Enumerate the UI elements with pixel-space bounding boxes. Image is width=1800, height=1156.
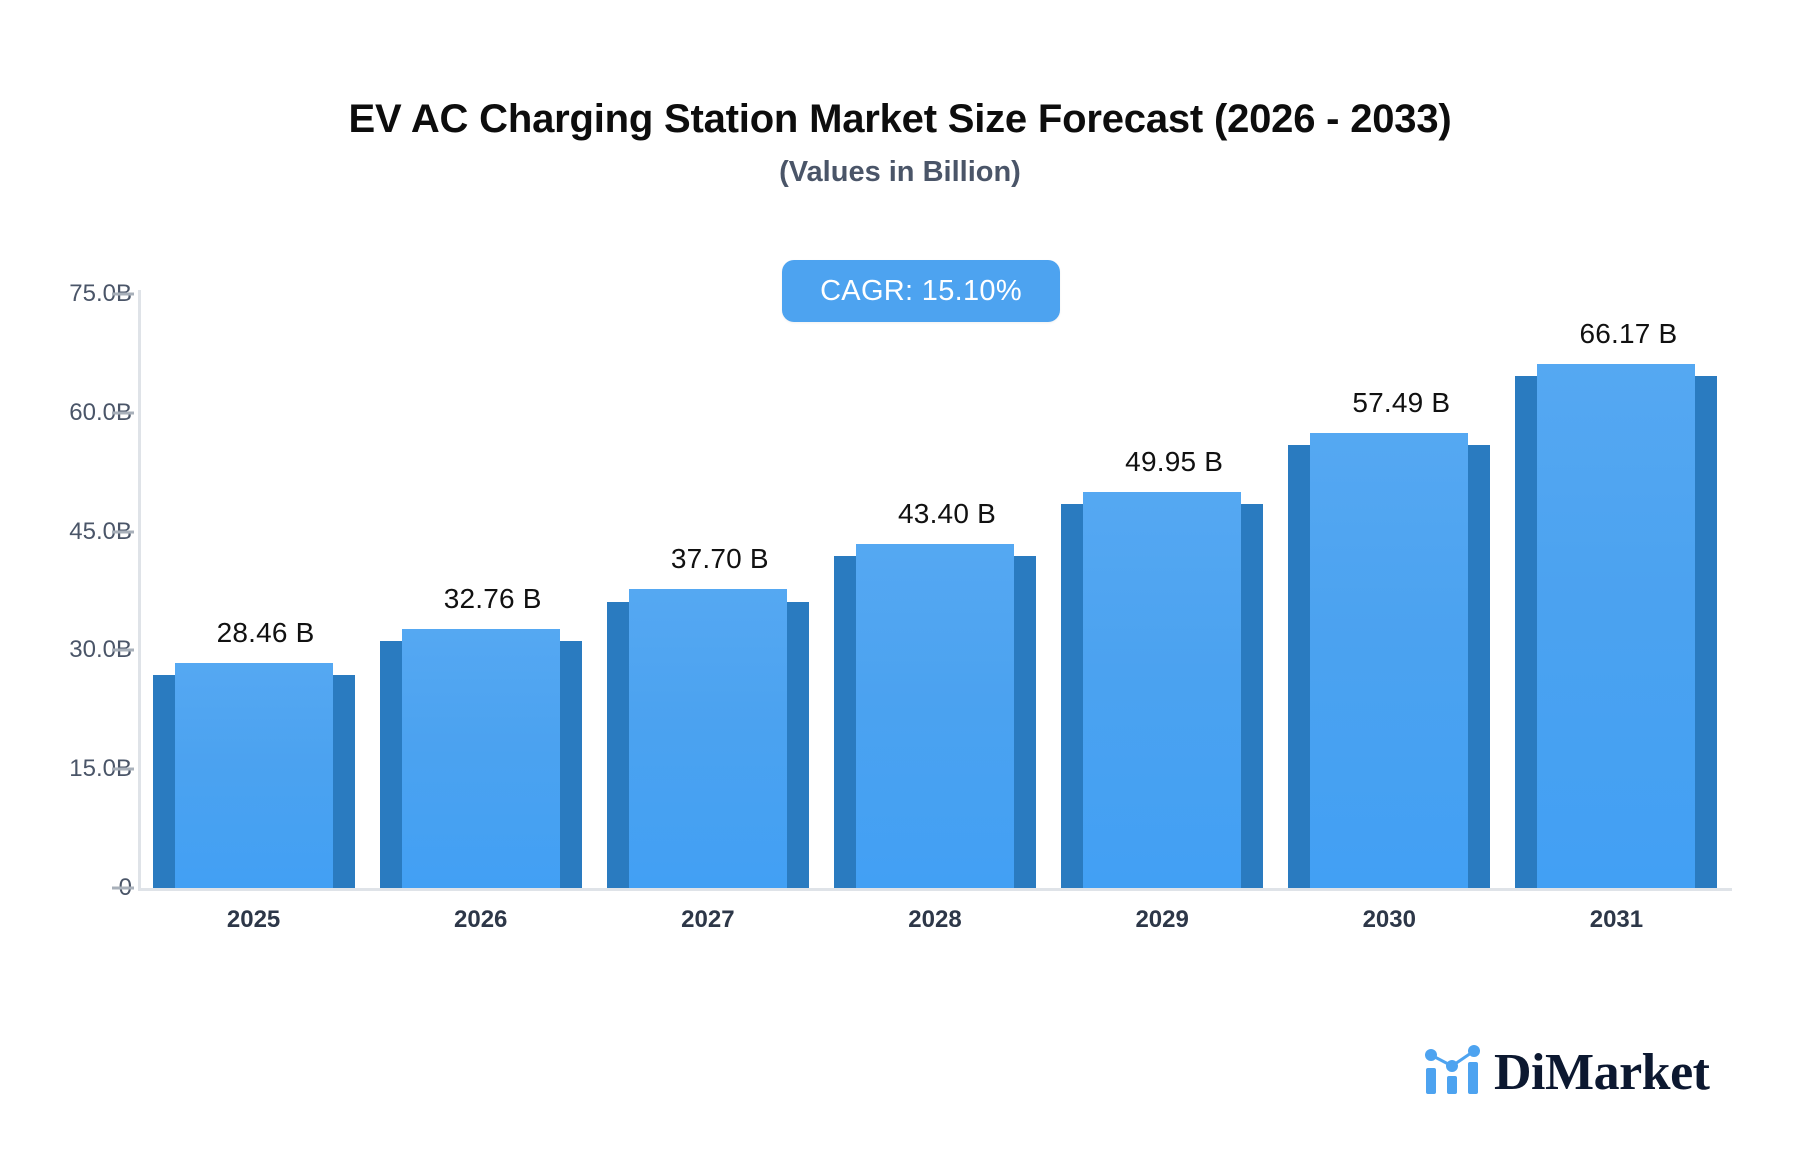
bar-chart-icon [1424, 1044, 1482, 1101]
x-axis-tick-label: 2031 [1589, 906, 1644, 933]
bar-value-label: 32.76 B [443, 582, 542, 614]
bar-front-face [856, 544, 1014, 888]
bar-front-face [1083, 492, 1242, 888]
bar-value-label: 57.49 B [1352, 386, 1451, 418]
x-axis-tick-label: 2027 [681, 906, 735, 933]
x-axis-tick-label: 2030 [1362, 906, 1416, 933]
bar-value-label: 49.95 B [1125, 446, 1224, 478]
x-axis-tick-label: 2028 [908, 906, 962, 933]
bar-front-face [1537, 363, 1696, 888]
bar-front-face [174, 662, 333, 888]
bar-side-left [1515, 376, 1538, 888]
bar-side-left [606, 601, 629, 888]
chart-title: EV AC Charging Station Market Size Forec… [348, 97, 1452, 141]
bar-side-right [1241, 504, 1264, 888]
bar-side-right [786, 601, 809, 888]
bar-side-right [559, 640, 582, 888]
bar-value-label: 66.17 B [1579, 317, 1678, 349]
bar-side-left [152, 674, 175, 888]
cagr-badge-label: CAGR: 15.10% [820, 274, 1022, 307]
bar-value-label: 37.70 B [670, 543, 769, 575]
y-axis-tick-mark [112, 767, 134, 771]
chart-header: EV AC Charging Station Market Size Forec… [0, 96, 1800, 189]
bar-side-right [1014, 556, 1036, 888]
y-axis-line [138, 290, 141, 890]
bar-side-left [1061, 504, 1084, 888]
y-axis-tick-mark [112, 411, 134, 415]
x-axis-tick-label: 2026 [454, 906, 508, 933]
chart-subtitle: (Values in Billion) [779, 156, 1021, 188]
x-axis-tick-label: 2029 [1135, 906, 1189, 933]
dimarket-logo: DiMarket [1424, 1043, 1710, 1101]
bar-value-label: 43.40 B [898, 498, 996, 530]
bar-side-left [834, 556, 856, 888]
bar-front-face [628, 589, 787, 888]
bar-side-left [1288, 444, 1311, 888]
bar-value-label: 28.46 B [216, 616, 315, 648]
cagr-badge: CAGR: 15.10% [782, 260, 1060, 322]
x-axis-line [138, 888, 1732, 891]
bar-side-right [1468, 444, 1491, 888]
bar-side-right [332, 674, 355, 888]
y-axis-tick-mark [112, 530, 134, 534]
y-axis-tick-mark [112, 648, 134, 652]
x-axis-tick-label: 2025 [226, 906, 281, 933]
bar-front-face [1310, 432, 1469, 888]
y-axis-tick-mark [112, 886, 134, 890]
bar-side-left [379, 640, 402, 888]
y-axis-tick-mark [112, 292, 134, 296]
bar-front-face [401, 628, 560, 888]
bar-side-right [1695, 376, 1718, 888]
logo-wordmark: DiMarket [1494, 1043, 1710, 1101]
